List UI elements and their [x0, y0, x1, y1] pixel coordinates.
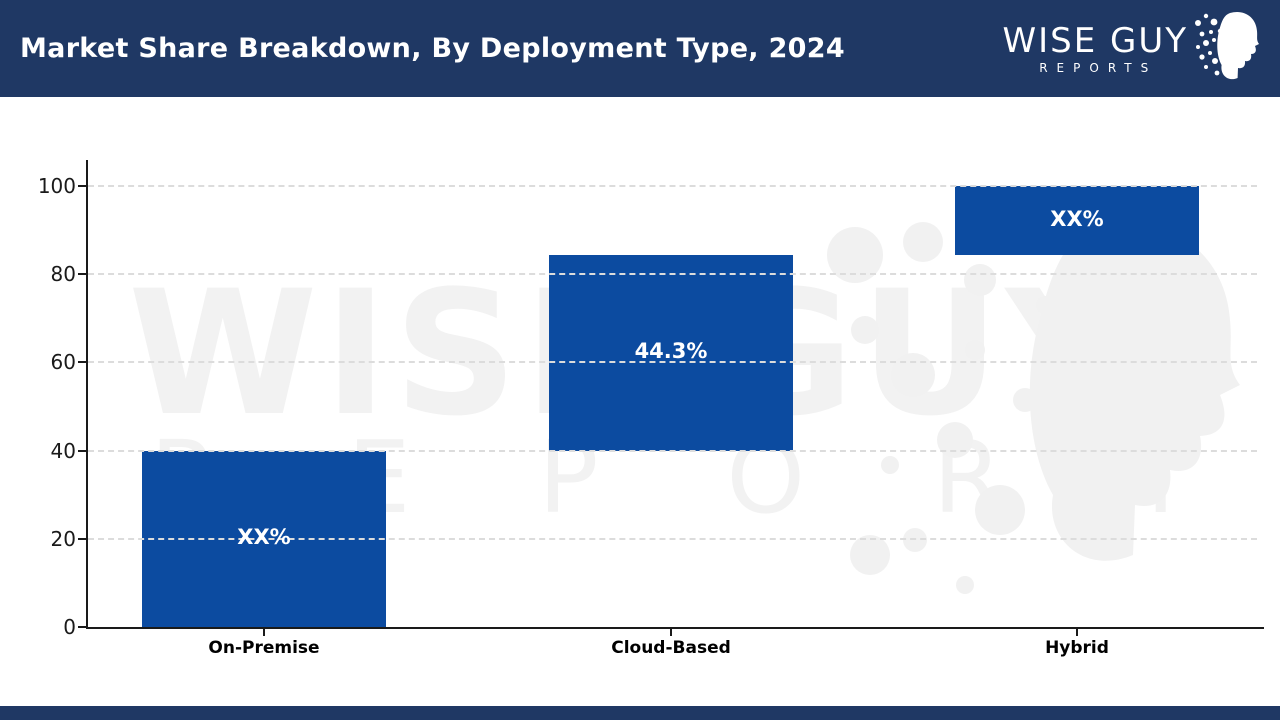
y-tick-label: 100 — [37, 174, 76, 198]
category-label: On-Premise — [208, 638, 320, 658]
y-tick-label: 80 — [50, 262, 76, 287]
y-tick-label: 20 — [50, 526, 76, 551]
gridline — [88, 449, 1257, 452]
x-tick-mark — [263, 629, 265, 636]
watermark-head-icon — [827, 222, 1240, 594]
y-tick-label: 40 — [50, 438, 76, 463]
y-tick-mark — [78, 361, 86, 364]
page-title: Market Share Breakdown, By Deployment Ty… — [20, 33, 845, 64]
y-tick-label: 0 — [63, 615, 76, 639]
y-tick-mark — [78, 626, 86, 628]
y-tick-mark — [78, 273, 86, 276]
x-tick-mark — [670, 629, 672, 636]
wiseguy-logo-name: WISE GUY — [1002, 21, 1188, 61]
y-tick-label: 60 — [50, 350, 76, 375]
category-label: Hybrid — [1045, 638, 1109, 658]
bar-value-label: XX% — [1050, 206, 1104, 231]
y-tick-mark — [78, 185, 86, 187]
bar-value-label: 44.3% — [634, 338, 708, 363]
y-tick-mark — [78, 449, 86, 452]
y-axis — [86, 160, 88, 629]
wiseguy-logo-text: WISE GUY REPORTS — [1002, 23, 1188, 75]
bar — [955, 186, 1199, 256]
category-label: Cloud-Based — [611, 638, 731, 658]
bar — [549, 255, 793, 451]
wiseguy-head-icon — [1195, 11, 1259, 80]
wiseguy-logo: WISE GUY REPORTS — [1002, 8, 1264, 90]
y-tick-mark — [78, 537, 86, 540]
header-bar: Market Share Breakdown, By Deployment Ty… — [0, 0, 1280, 97]
gridline — [88, 273, 1257, 276]
bar-value-label: XX% — [237, 524, 291, 549]
gridline — [88, 361, 1257, 364]
wiseguy-logo-reports: REPORTS — [1039, 61, 1158, 75]
gridline — [88, 185, 1257, 187]
x-tick-mark — [1076, 629, 1078, 636]
footer-bar — [0, 706, 1280, 720]
gridline — [88, 537, 1257, 540]
x-axis — [86, 627, 1264, 629]
